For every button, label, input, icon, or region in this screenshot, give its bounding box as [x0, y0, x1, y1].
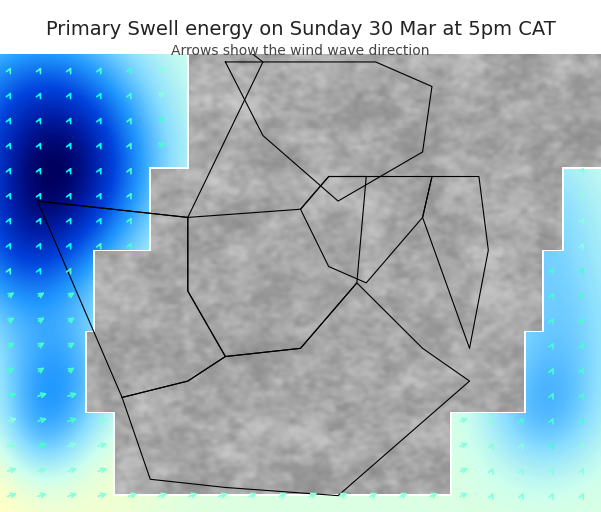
Text: Primary Swell energy on Sunday 30 Mar at 5pm CAT: Primary Swell energy on Sunday 30 Mar at…: [46, 20, 555, 39]
Text: Arrows show the wind wave direction: Arrows show the wind wave direction: [171, 44, 430, 57]
